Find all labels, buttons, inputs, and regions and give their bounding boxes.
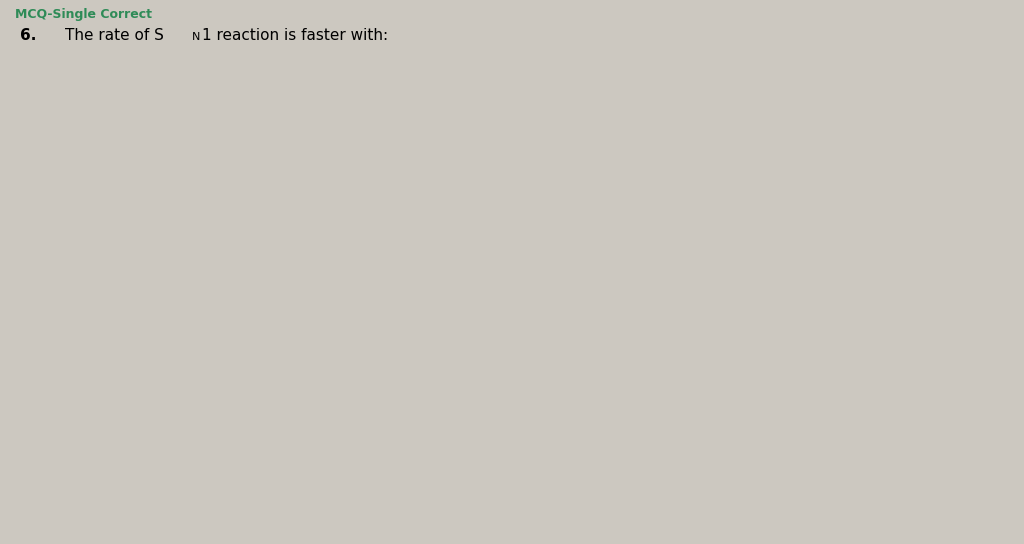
- Text: 6.: 6.: [20, 28, 37, 43]
- Text: MCQ-Single Correct: MCQ-Single Correct: [15, 8, 152, 21]
- Text: The rate of S: The rate of S: [65, 28, 164, 43]
- Text: 1 reaction is faster with:: 1 reaction is faster with:: [202, 28, 388, 43]
- Text: N: N: [193, 32, 201, 42]
